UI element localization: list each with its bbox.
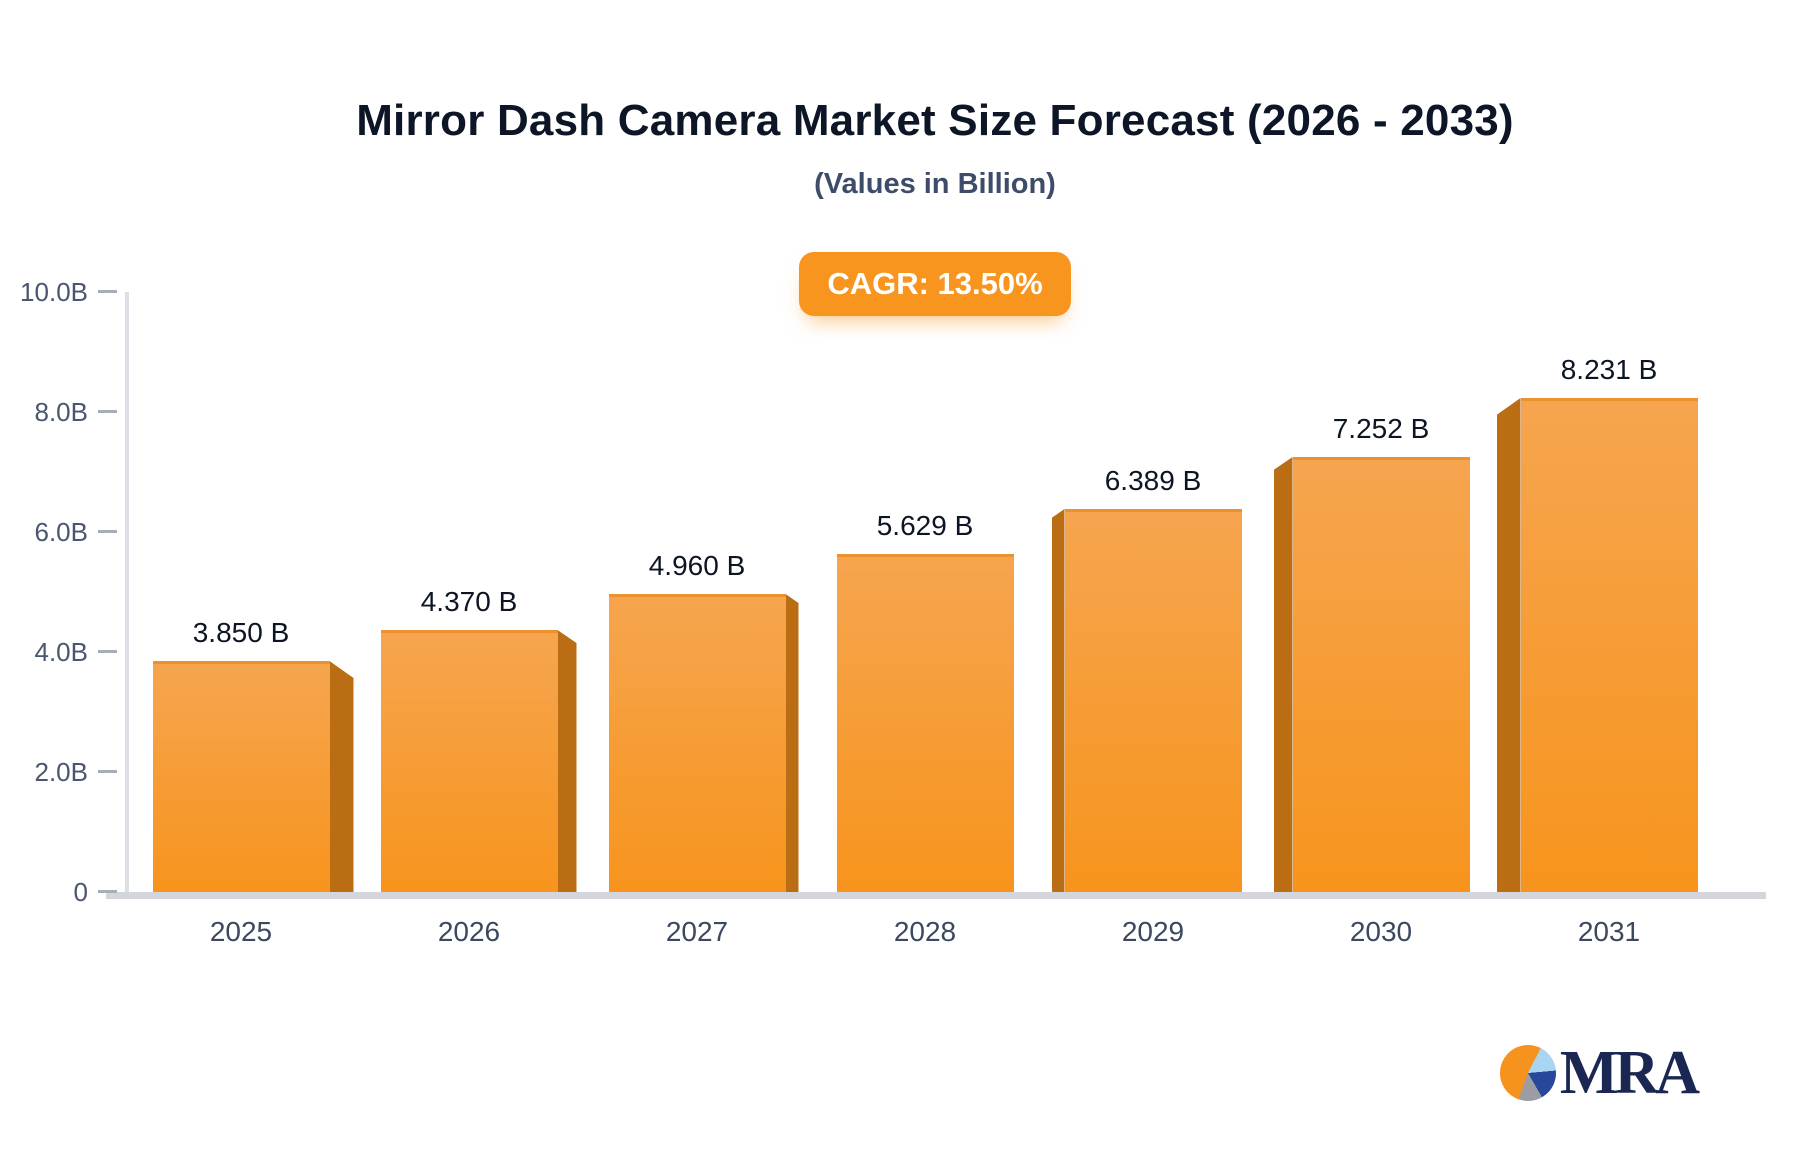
x-axis-label: 2025 (209, 916, 273, 947)
brand-logo-text: MRA (1559, 1039, 1700, 1107)
y-axis-line (125, 292, 129, 892)
cagr-badge: CAGR: 13.50% (799, 252, 1071, 316)
x-axis-label: 2028 (893, 916, 957, 947)
y-tick-label: 8.0B (34, 397, 89, 427)
y-tick-mark (98, 890, 117, 893)
y-tick-label: 4.0B (34, 637, 89, 667)
bar-value-label: 3.850 B (192, 617, 290, 648)
y-tick-mark (98, 770, 117, 773)
y-tick-label: 6.0B (34, 517, 89, 547)
y-tick-mark (98, 530, 117, 533)
bar-side-face (1273, 457, 1293, 892)
bar-2031 (1520, 398, 1698, 892)
page-title: Mirror Dash Camera Market Size Forecast … (356, 96, 1514, 145)
bar-2026 (380, 630, 558, 892)
bar-side-face (1051, 509, 1065, 892)
bar-2025 (152, 661, 330, 892)
bar-2028 (836, 554, 1014, 892)
bar-2027 (608, 594, 786, 892)
x-axis-line (106, 892, 1766, 899)
x-axis-label: 2031 (1577, 916, 1641, 947)
x-axis-label: 2030 (1349, 916, 1413, 947)
bar-value-label: 4.960 B (648, 550, 746, 581)
x-axis-label: 2026 (437, 916, 501, 947)
bar-value-label: 7.252 B (1332, 413, 1430, 444)
y-tick-mark (98, 650, 117, 653)
bar-side-face (557, 630, 577, 892)
bar-side-face (329, 661, 354, 892)
y-tick-mark (98, 410, 117, 413)
bar-2029 (1064, 509, 1242, 892)
pie-chart-logo-icon (1499, 1045, 1556, 1101)
bar-value-label: 5.629 B (876, 510, 974, 541)
y-tick-mark (98, 290, 117, 293)
bar-2030 (1292, 457, 1470, 892)
chart-subtitle: (Values in Billion) (814, 168, 1056, 200)
bar-value-label: 4.370 B (420, 586, 518, 617)
x-axis-label: 2027 (665, 916, 729, 947)
brand-logo: MRA (1499, 1039, 1700, 1107)
bar-side-face (1496, 398, 1521, 892)
cagr-badge-row: CAGR: 13.50% (70, 252, 1800, 316)
y-tick-label: 2.0B (34, 757, 89, 787)
chart-header: Mirror Dash Camera Market Size Forecast … (70, 0, 1800, 200)
x-axis-label: 2029 (1121, 916, 1185, 947)
y-tick-label: 10.0B (20, 277, 88, 307)
bar-value-label: 6.389 B (1104, 465, 1202, 496)
bar-side-face (785, 594, 799, 892)
y-tick-label: 0 (73, 877, 88, 907)
bar-value-label: 8.231 B (1560, 354, 1658, 385)
